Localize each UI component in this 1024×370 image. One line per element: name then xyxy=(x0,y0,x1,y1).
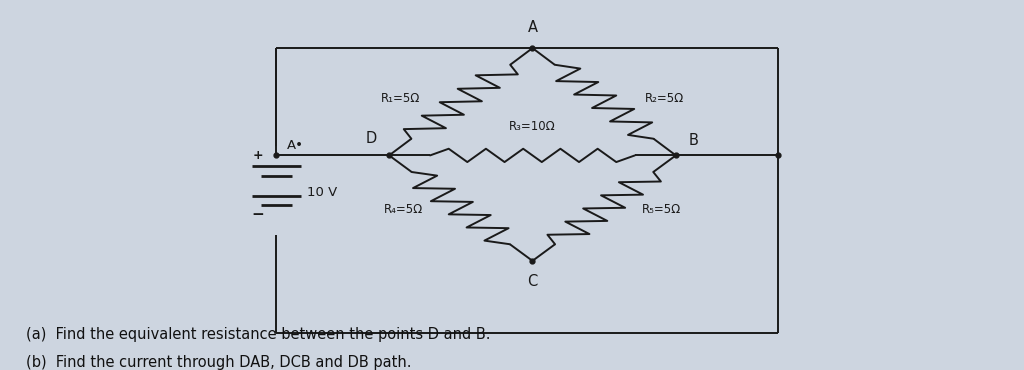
Text: R₃=10Ω: R₃=10Ω xyxy=(509,120,556,133)
Text: (a)  Find the equivalent resistance between the points D and B.: (a) Find the equivalent resistance betwe… xyxy=(26,327,490,343)
Text: A: A xyxy=(527,20,538,35)
Text: B: B xyxy=(688,133,698,148)
Text: D: D xyxy=(366,131,377,146)
Text: C: C xyxy=(527,274,538,289)
Text: R₂=5Ω: R₂=5Ω xyxy=(645,91,684,105)
Text: (b)  Find the current through DAB, DCB and DB path.: (b) Find the current through DAB, DCB an… xyxy=(26,355,411,370)
Text: A•: A• xyxy=(287,139,304,152)
Text: R₅=5Ω: R₅=5Ω xyxy=(642,204,681,216)
Text: 10 V: 10 V xyxy=(307,186,338,199)
Text: R₁=5Ω: R₁=5Ω xyxy=(381,91,420,105)
Text: −: − xyxy=(252,207,264,222)
Text: R₄=5Ω: R₄=5Ω xyxy=(384,204,423,216)
Text: +: + xyxy=(253,149,263,162)
